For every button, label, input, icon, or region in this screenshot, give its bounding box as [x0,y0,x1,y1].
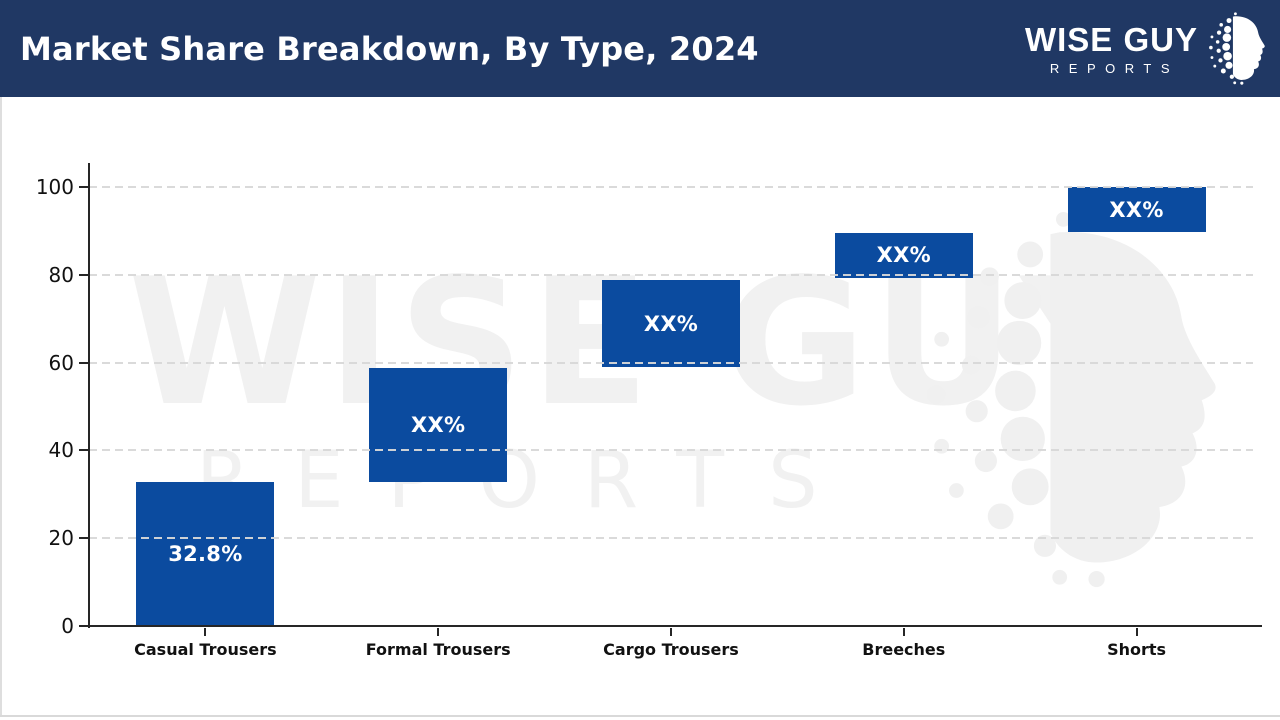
brand-logo: WISE GUY REPORTS [1025,10,1266,88]
y-axis-tickmark [79,186,88,188]
x-axis-category-label: Breeches [862,640,946,659]
bar-value-label-formal-trousers: XX% [411,412,466,437]
bar-value-label-shorts: XX% [1109,197,1164,222]
y-axis-tick-label: 0 [61,614,74,638]
y-axis-tick-label: 40 [48,438,74,463]
bar-value-label-cargo-trousers: XX% [643,311,699,336]
gridline-y-40 [89,449,1253,452]
gridline-y-60 [89,361,1253,364]
gridline-y-100 [89,186,1253,188]
y-axis-tick-label: 80 [48,262,74,287]
x-axis-tickmark [1135,628,1138,636]
bar-cargo-trousers [602,280,740,367]
x-axis-category-label: Cargo Trousers [603,640,739,659]
bottom-border-line [0,715,1280,717]
gridline-y-20 [89,537,1253,540]
page-title: Market Share Breakdown, By Type, 2024 [20,29,759,68]
left-border-line [0,97,2,715]
y-axis-tickmark [79,361,88,364]
bar-formal-trousers [369,367,508,482]
y-axis-tickmark [79,273,88,276]
y-axis-tick-label: 60 [48,350,74,375]
y-axis-tick-label: 20 [48,526,74,551]
x-axis-tickmark [437,628,440,636]
x-axis-category-label: Shorts [1107,640,1167,659]
header: Market Share Breakdown, By Type, 2024 WI… [0,0,1280,97]
bar-shorts [1067,187,1206,233]
y-axis-tickmark [79,625,88,627]
y-axis-tick-label: 100 [35,175,74,199]
y-axis-line [88,163,90,628]
bar-breeches [834,232,973,279]
gridline-y-80 [89,273,1253,276]
wise-guy-head-icon [1209,12,1265,85]
x-axis-category-label: Casual Trousers [134,640,277,659]
bar-value-label-casual-trousers: 32.8% [168,541,243,566]
y-axis-tickmark [79,537,88,540]
bar-casual-trousers [136,482,275,626]
y-axis-tickmark [79,449,88,452]
brand-tagline: REPORTS [1049,60,1180,76]
x-axis-tickmark [670,628,672,636]
x-axis-tickmark [204,628,207,636]
brand-logo-text: WISE GUY REPORTS [1025,23,1198,76]
brand-name: WISE GUY [1024,20,1198,58]
x-axis-tickmark [902,628,905,636]
x-axis-line [88,625,1262,627]
bar-value-label-breeches: XX% [876,243,931,268]
x-axis-category-label: Formal Trousers [365,640,511,659]
watermark-tagline-text: REPORTS [196,436,862,526]
